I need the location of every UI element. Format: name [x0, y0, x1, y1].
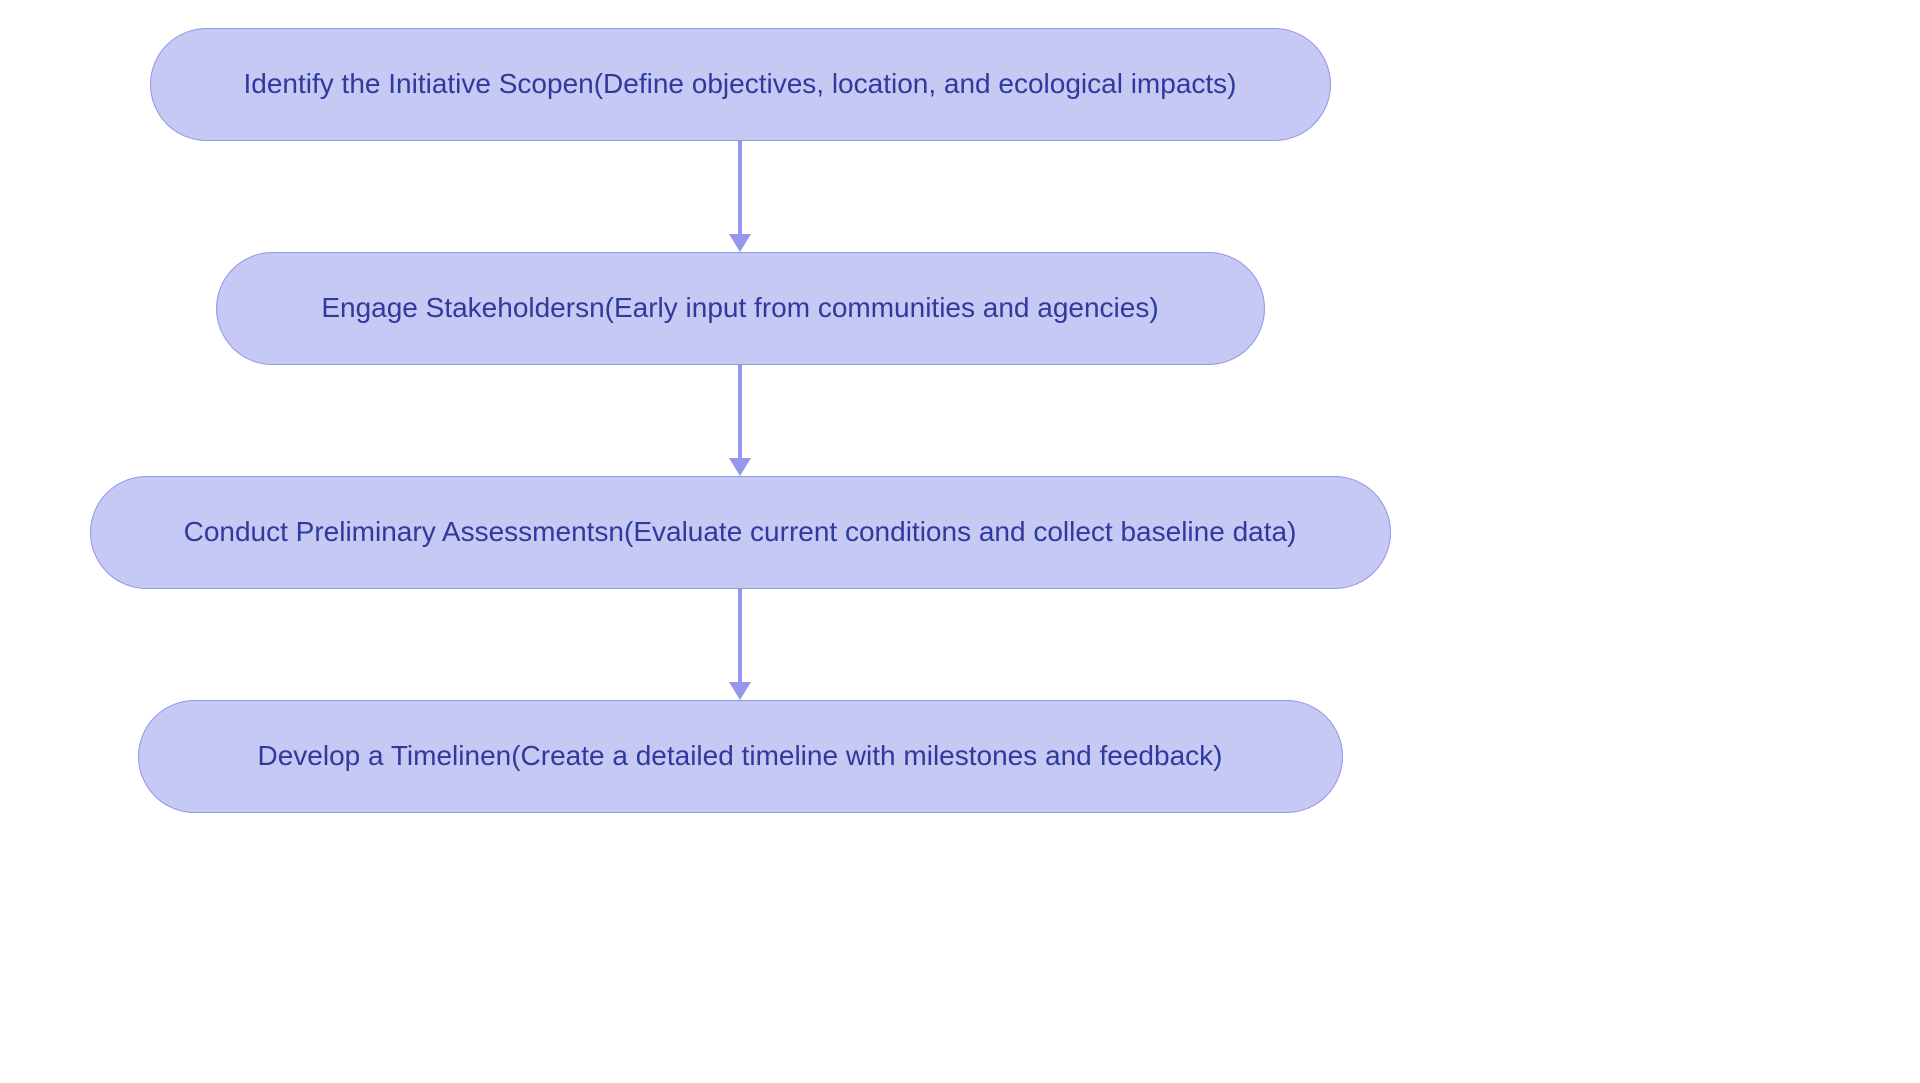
flowchart-node-label: Identify the Initiative Scopen(Define ob… — [244, 68, 1237, 100]
flowchart-node: Develop a Timelinen(Create a detailed ti… — [138, 700, 1343, 813]
flowchart-arrow — [738, 141, 742, 234]
flowchart-node-label: Develop a Timelinen(Create a detailed ti… — [258, 740, 1223, 772]
flowchart-arrow — [738, 365, 742, 458]
flowchart-node: Conduct Preliminary Assessmentsn(Evaluat… — [90, 476, 1391, 589]
flowchart-arrow-head — [729, 234, 751, 252]
flowchart-node: Engage Stakeholdersn(Early input from co… — [216, 252, 1265, 365]
flowchart-arrow-head — [729, 682, 751, 700]
flowchart-arrow — [738, 589, 742, 682]
flowchart-node-label: Engage Stakeholdersn(Early input from co… — [321, 292, 1158, 324]
flowchart-node: Identify the Initiative Scopen(Define ob… — [150, 28, 1331, 141]
flowchart-canvas: Identify the Initiative Scopen(Define ob… — [0, 0, 1920, 1083]
flowchart-arrow-head — [729, 458, 751, 476]
flowchart-node-label: Conduct Preliminary Assessmentsn(Evaluat… — [184, 516, 1297, 548]
